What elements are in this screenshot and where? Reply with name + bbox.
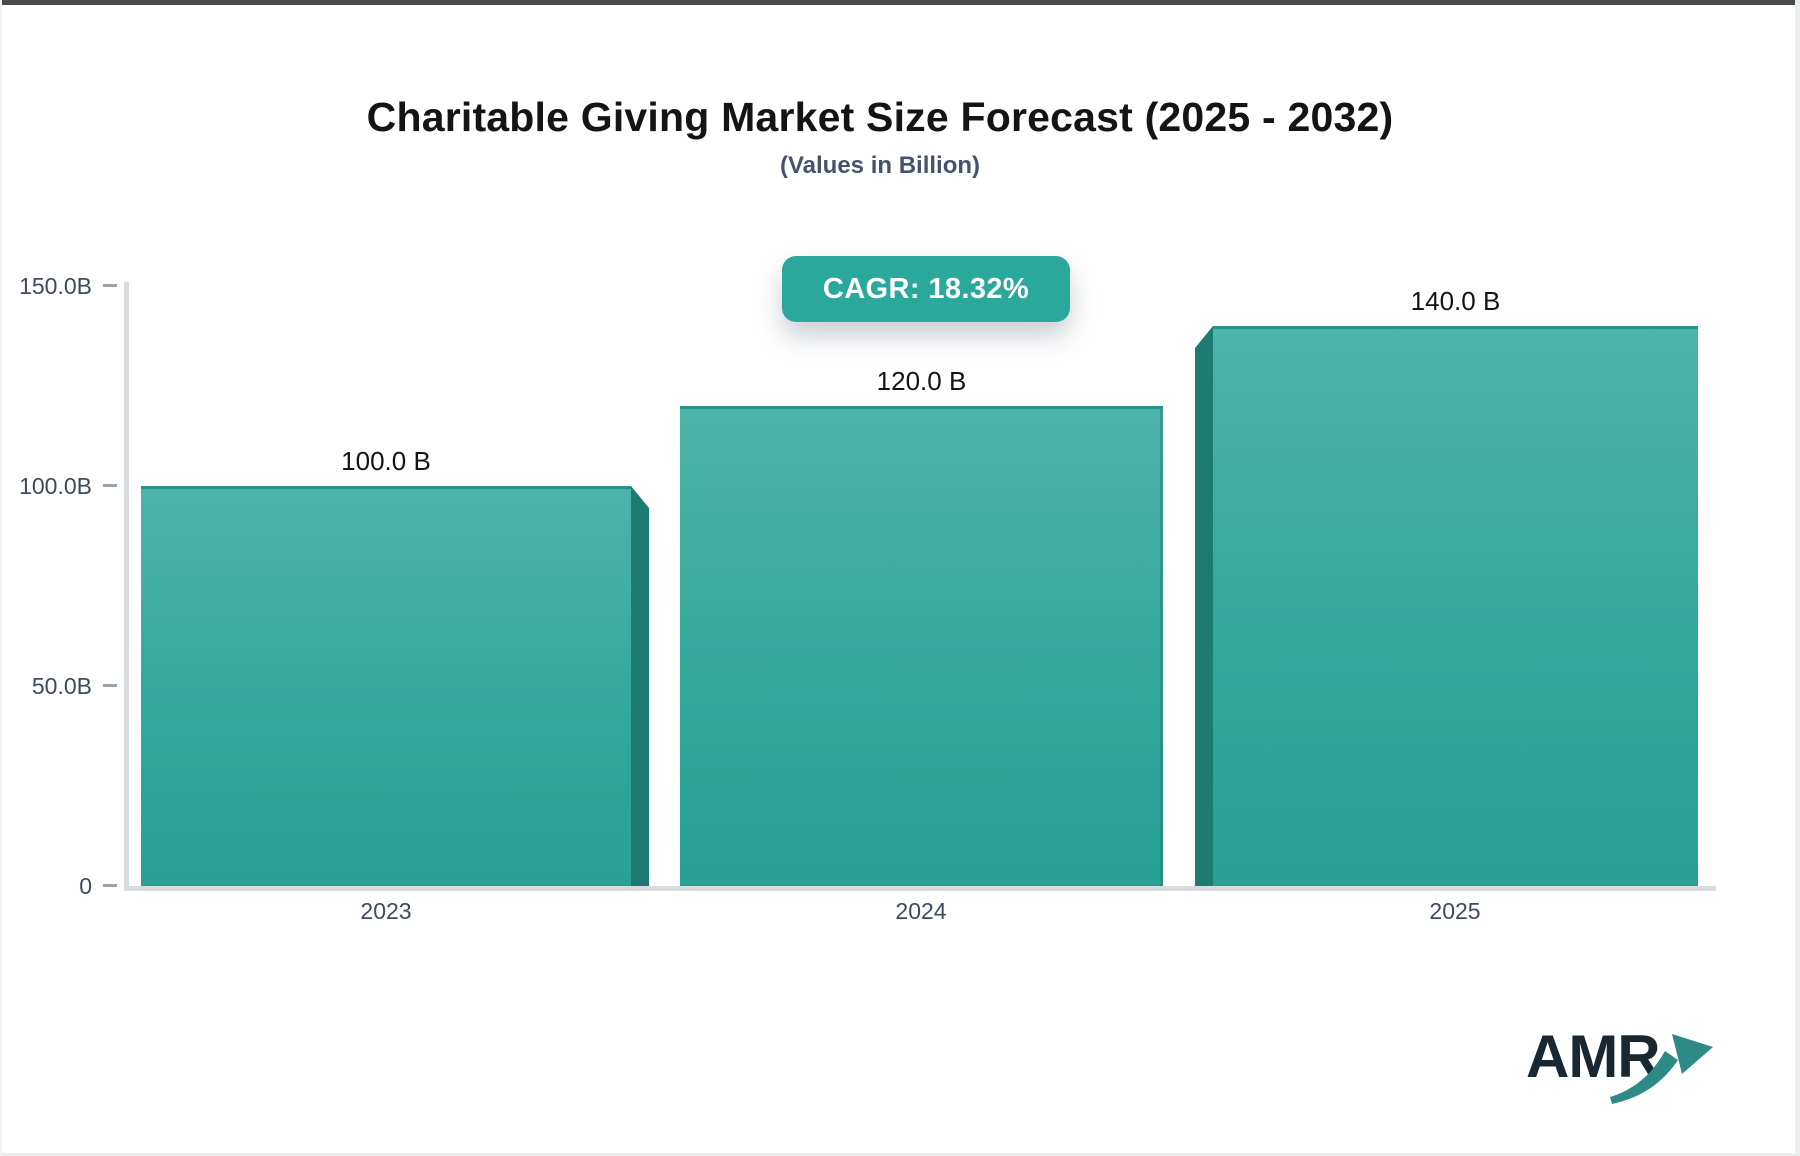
bar-value-label: 100.0 B xyxy=(341,446,431,476)
bar-side-panel xyxy=(631,486,649,886)
y-tick-label-50: 50.0B xyxy=(31,673,92,699)
cagr-badge: CAGR: 18.32% xyxy=(782,256,1070,322)
bar-value-label: 120.0 B xyxy=(876,366,967,396)
y-axis-line xyxy=(124,282,129,890)
bar-face xyxy=(680,406,1163,886)
bar-side-panel xyxy=(1195,326,1213,886)
x-tick-label-2024: 2024 xyxy=(895,898,947,924)
chart-title: Charitable Giving Market Size Forecast (… xyxy=(366,94,1394,140)
amr-logo-text: AMR xyxy=(1526,1023,1661,1090)
bar-face xyxy=(141,486,631,886)
x-tick-label-2025: 2025 xyxy=(1429,898,1481,924)
bar-value-label: 140.0 B xyxy=(1410,286,1501,316)
chart-subtitle: (Values in Billion) xyxy=(779,152,981,179)
window-edge-left xyxy=(0,0,2,1156)
bar-2023[interactable]: 100.0 B xyxy=(141,446,649,886)
y-tick-label-0: 0 xyxy=(79,873,92,899)
window-edge-top xyxy=(0,0,1800,5)
bar-2025[interactable]: 140.0 B xyxy=(1195,286,1698,886)
bar-2024[interactable]: 120.0 B xyxy=(680,366,1163,886)
y-tick-100 xyxy=(103,484,117,487)
y-tick-0 xyxy=(103,884,117,887)
y-tick-label-100: 100.0B xyxy=(19,473,92,499)
window-edge-right xyxy=(1795,0,1800,1156)
y-tick-50 xyxy=(103,684,117,687)
window-edge-bottom xyxy=(0,1153,1800,1156)
x-axis-line xyxy=(124,886,1716,891)
y-tick-label-150: 150.0B xyxy=(19,273,92,299)
amr-logo: AMR xyxy=(1526,1022,1736,1118)
bar-face xyxy=(1213,326,1698,886)
growth-arrow-icon xyxy=(1610,1034,1713,1104)
y-tick-150 xyxy=(103,284,117,287)
x-tick-label-2023: 2023 xyxy=(360,898,412,924)
